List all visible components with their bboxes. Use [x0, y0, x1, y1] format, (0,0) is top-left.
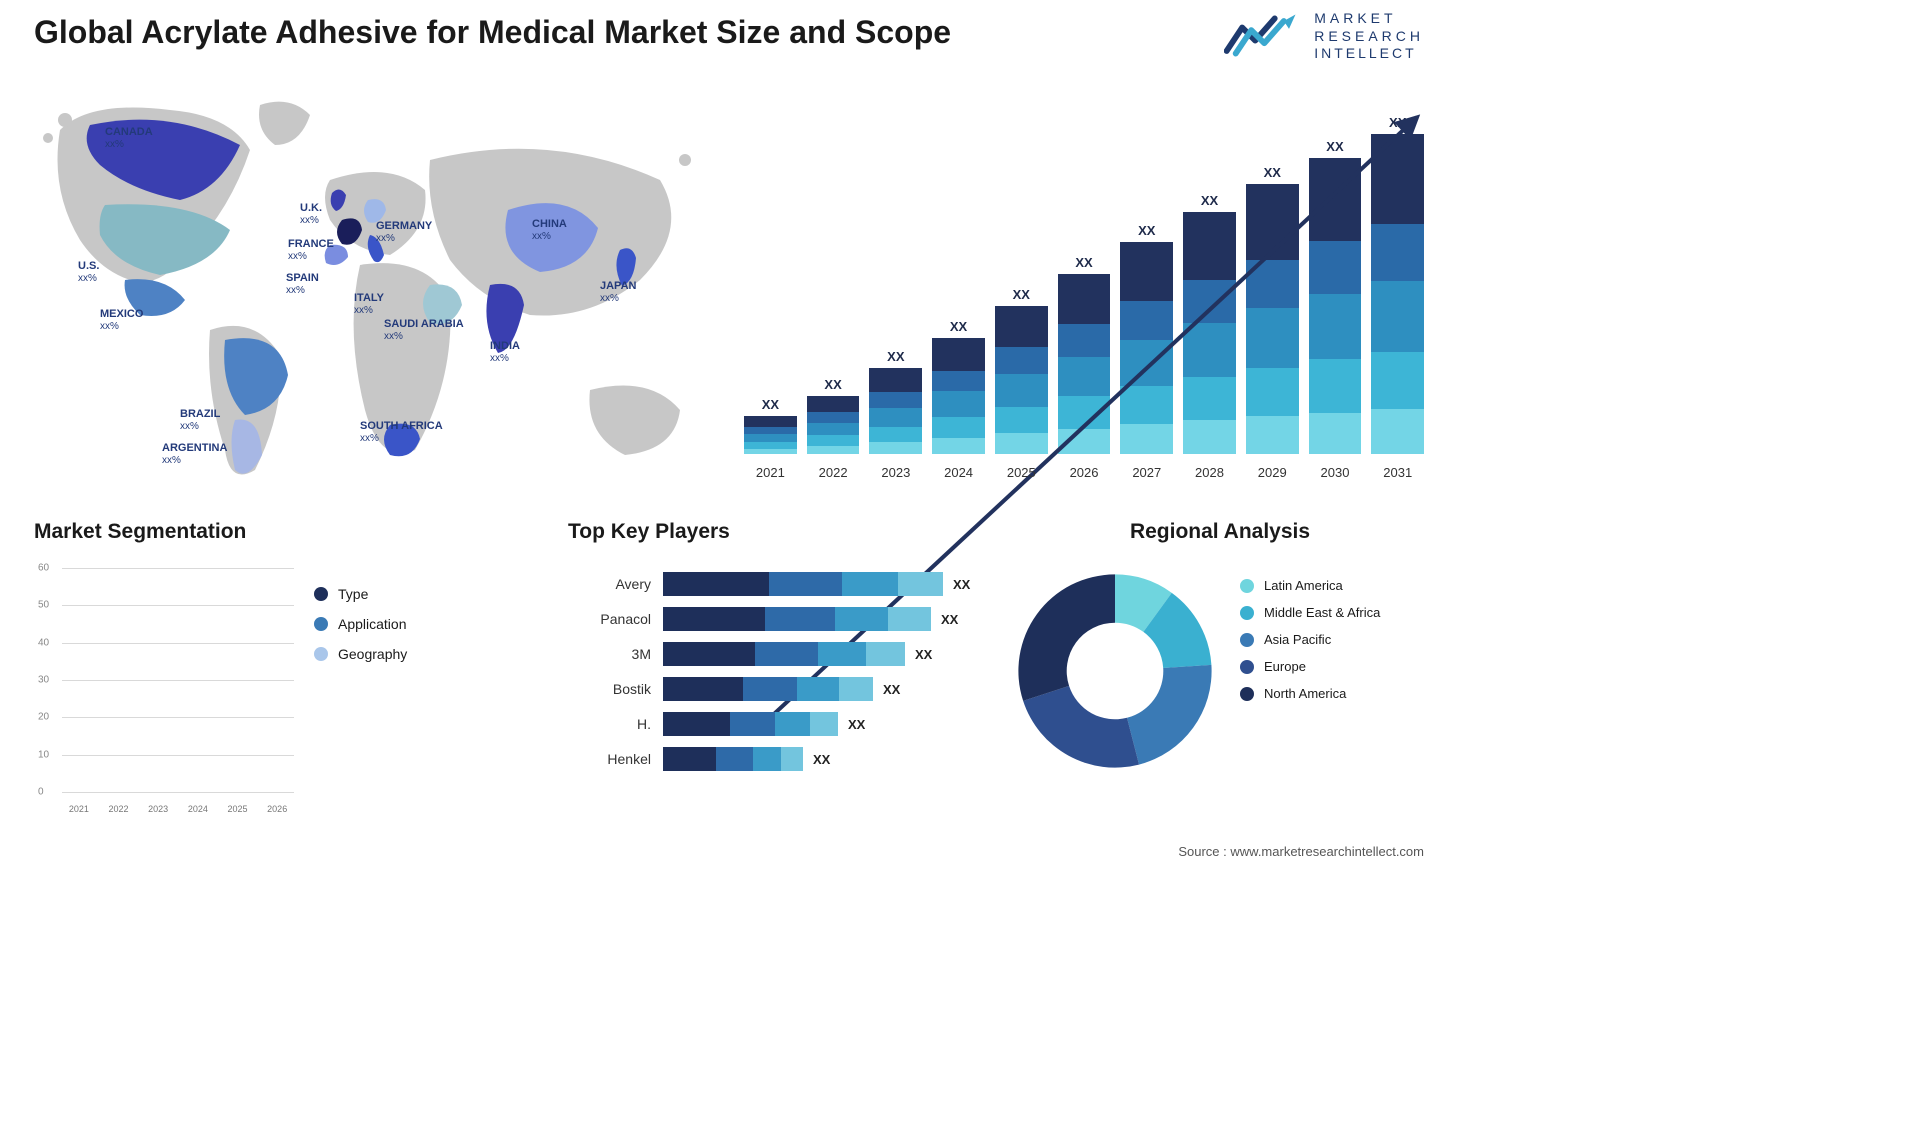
- legend-item: Europe: [1240, 659, 1380, 674]
- map-label: CANADAxx%: [105, 126, 153, 150]
- logo-text: MARKET RESEARCH INTELLECT: [1314, 10, 1424, 63]
- regional-donut-chart: [1010, 566, 1220, 776]
- map-label: SPAINxx%: [286, 272, 319, 296]
- legend-item: Latin America: [1240, 578, 1380, 593]
- map-label: U.S.xx%: [78, 260, 99, 284]
- donut-slice: [1023, 686, 1139, 768]
- source-credit: Source : www.marketresearchintellect.com: [1178, 844, 1424, 859]
- key-players-chart: AveryXXPanacolXX3MXXBostikXXH.XXHenkelXX: [568, 568, 988, 778]
- donut-slice: [1127, 665, 1212, 765]
- growth-bar: XX: [1309, 139, 1362, 454]
- map-label: BRAZILxx%: [180, 408, 220, 432]
- growth-bar: XX: [932, 319, 985, 454]
- map-label: SOUTH AFRICAxx%: [360, 420, 443, 444]
- key-players-section: Top Key Players AveryXXPanacolXX3MXXBost…: [568, 520, 988, 820]
- growth-bar: XX: [1058, 255, 1111, 454]
- brand-logo: MARKET RESEARCH INTELLECT: [1224, 10, 1424, 63]
- map-label: U.K.xx%: [300, 202, 322, 226]
- growth-bar: XX: [1371, 115, 1424, 454]
- map-label: JAPANxx%: [600, 280, 636, 304]
- key-player-row: HenkelXX: [568, 743, 988, 775]
- segmentation-section: Market Segmentation 0102030405060 202120…: [34, 520, 464, 820]
- map-label: FRANCExx%: [288, 238, 334, 262]
- key-player-row: H.XX: [568, 708, 988, 740]
- map-label: INDIAxx%: [490, 340, 520, 364]
- segmentation-chart: 0102030405060 202120222023202420252026: [34, 564, 294, 814]
- growth-bar: XX: [744, 397, 797, 454]
- growth-bar: XX: [1246, 165, 1299, 454]
- segmentation-title: Market Segmentation: [34, 520, 464, 544]
- legend-item: Middle East & Africa: [1240, 605, 1380, 620]
- regional-section: Regional Analysis Latin America Middle Ea…: [1010, 520, 1430, 820]
- growth-bar: XX: [807, 377, 860, 454]
- map-label: SAUDI ARABIAxx%: [384, 318, 464, 342]
- growth-bar: XX: [869, 349, 922, 454]
- logo-mark-icon: [1224, 12, 1302, 60]
- key-player-row: BostikXX: [568, 673, 988, 705]
- growth-bar: XX: [1183, 193, 1236, 454]
- key-player-row: PanacolXX: [568, 603, 988, 635]
- key-player-row: 3MXX: [568, 638, 988, 670]
- legend-item: Asia Pacific: [1240, 632, 1380, 647]
- world-map: CANADAxx% U.S.xx% MEXICOxx% BRAZILxx% ARGENT…: [30, 90, 710, 490]
- growth-chart: XXXXXXXXXXXXXXXXXXXXXX 20212022202320242…: [744, 90, 1424, 480]
- regional-legend: Latin America Middle East & Africa Asia Pa…: [1240, 578, 1380, 713]
- map-label: GERMANYxx%: [376, 220, 432, 244]
- legend-item: Type: [314, 586, 407, 602]
- donut-slice: [1018, 574, 1115, 700]
- key-players-title: Top Key Players: [568, 520, 988, 544]
- regional-title: Regional Analysis: [1010, 520, 1430, 544]
- map-label: ARGENTINAxx%: [162, 442, 227, 466]
- map-label: ITALYxx%: [354, 292, 384, 316]
- growth-bar: XX: [995, 287, 1048, 454]
- growth-bar: XX: [1120, 223, 1173, 454]
- map-label: MEXICOxx%: [100, 308, 143, 332]
- legend-item: Application: [314, 616, 407, 632]
- segmentation-legend: Type Application Geography: [314, 586, 407, 676]
- legend-item: North America: [1240, 686, 1380, 701]
- legend-item: Geography: [314, 646, 407, 662]
- page-title: Global Acrylate Adhesive for Medical Mar…: [34, 14, 951, 51]
- map-label: CHINAxx%: [532, 218, 567, 242]
- key-player-row: AveryXX: [568, 568, 988, 600]
